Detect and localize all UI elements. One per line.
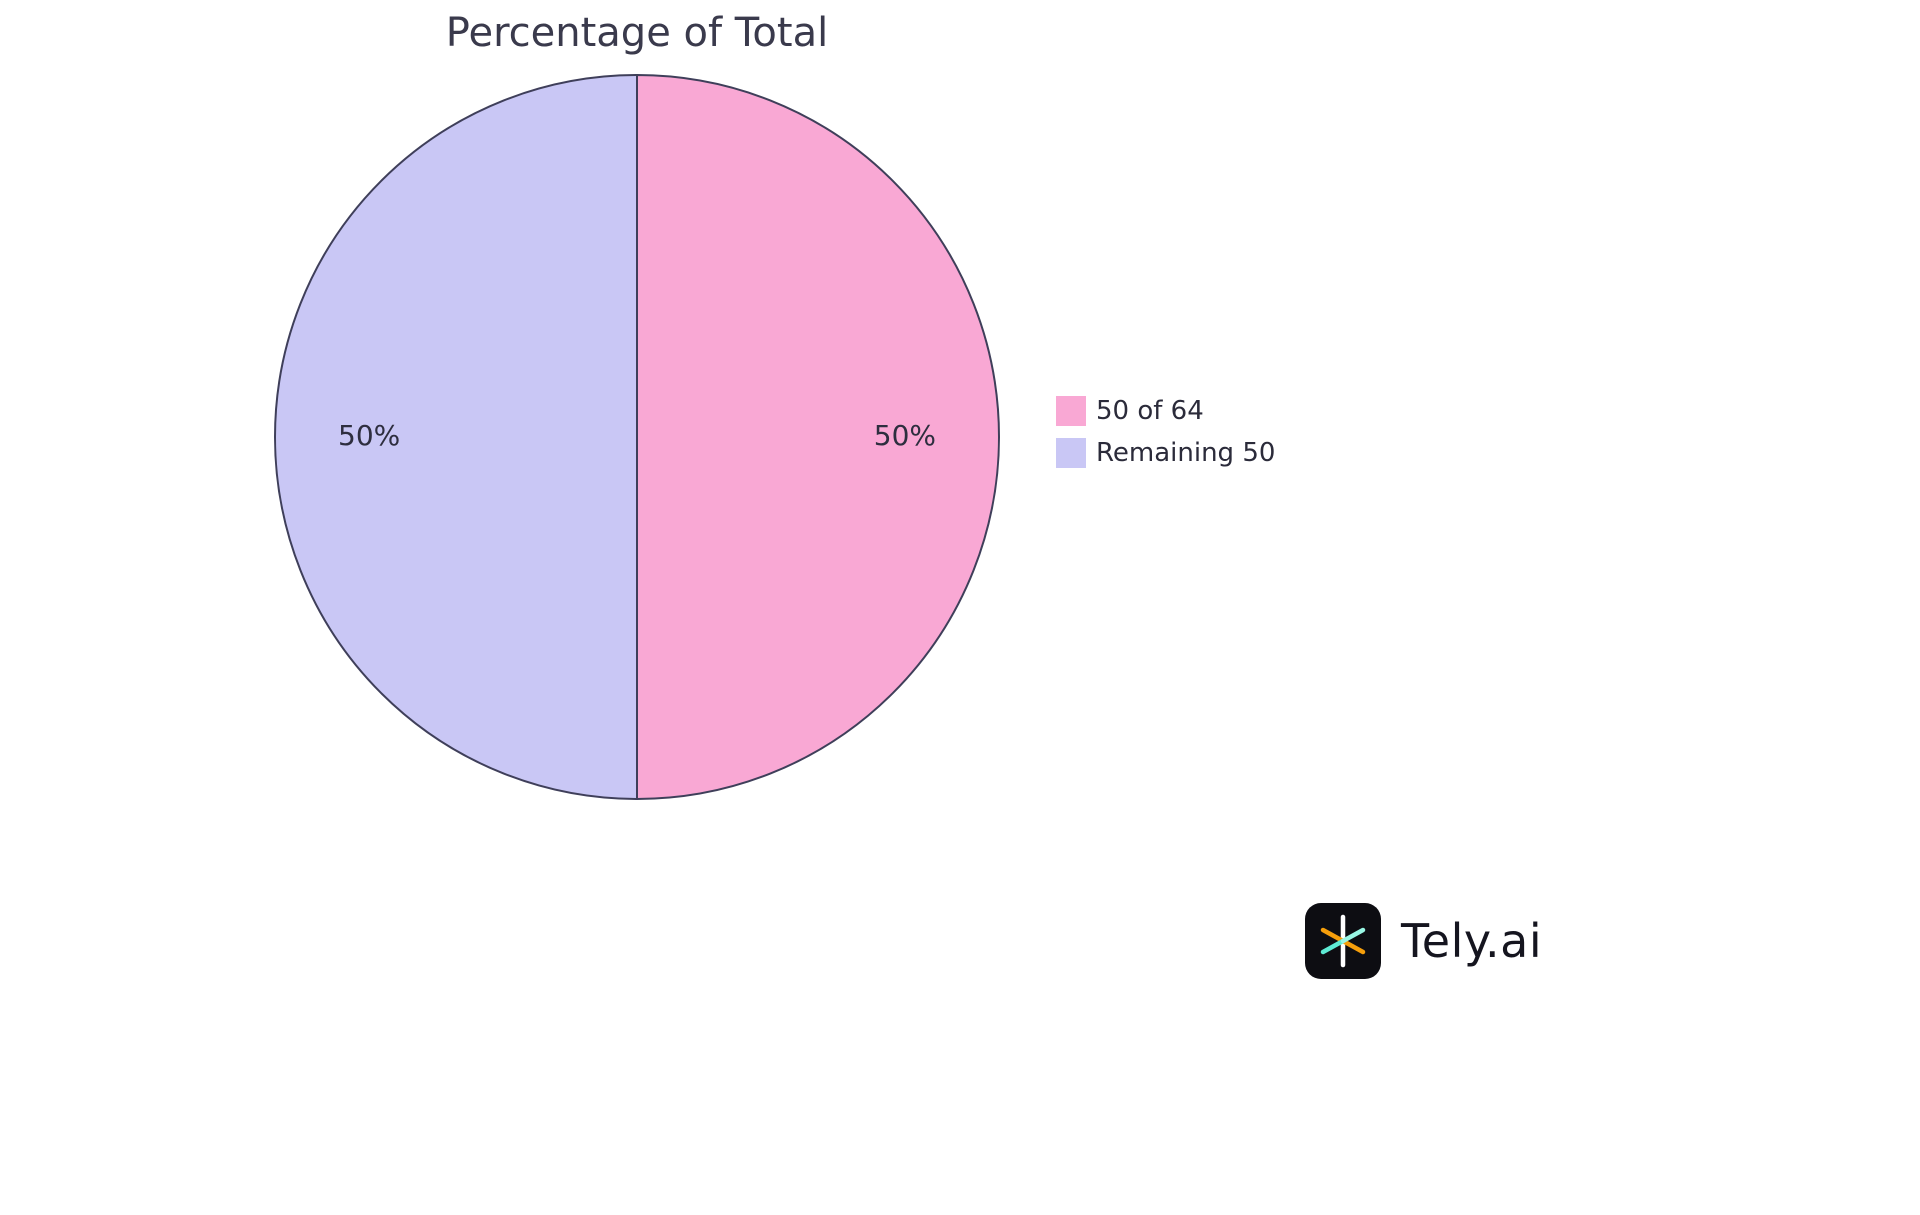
pie-svg: 50% 50%	[274, 73, 1000, 801]
legend-swatch-0	[1056, 396, 1086, 426]
chart-title: Percentage of Total	[445, 10, 829, 56]
legend-label-0: 50 of 64	[1096, 396, 1204, 426]
tely-logo-icon	[1305, 903, 1381, 979]
branding: Tely.ai	[1305, 903, 1542, 979]
pie-slice-label-0: 50%	[874, 419, 936, 452]
pie-slice-label-1: 50%	[338, 419, 400, 452]
asterisk-star-icon	[1320, 914, 1366, 968]
legend-item-1: Remaining 50	[1056, 438, 1275, 468]
pie-chart: 50% 50%	[267, 67, 1007, 807]
legend-item-0: 50 of 64	[1056, 396, 1275, 426]
pie-slice-1	[274, 73, 638, 801]
logo-text: Tely.ai	[1401, 914, 1543, 968]
legend-swatch-1	[1056, 438, 1086, 468]
pie-slice-0	[636, 73, 1000, 801]
legend-label-1: Remaining 50	[1096, 438, 1276, 468]
legend: 50 of 64 Remaining 50	[1056, 396, 1275, 468]
